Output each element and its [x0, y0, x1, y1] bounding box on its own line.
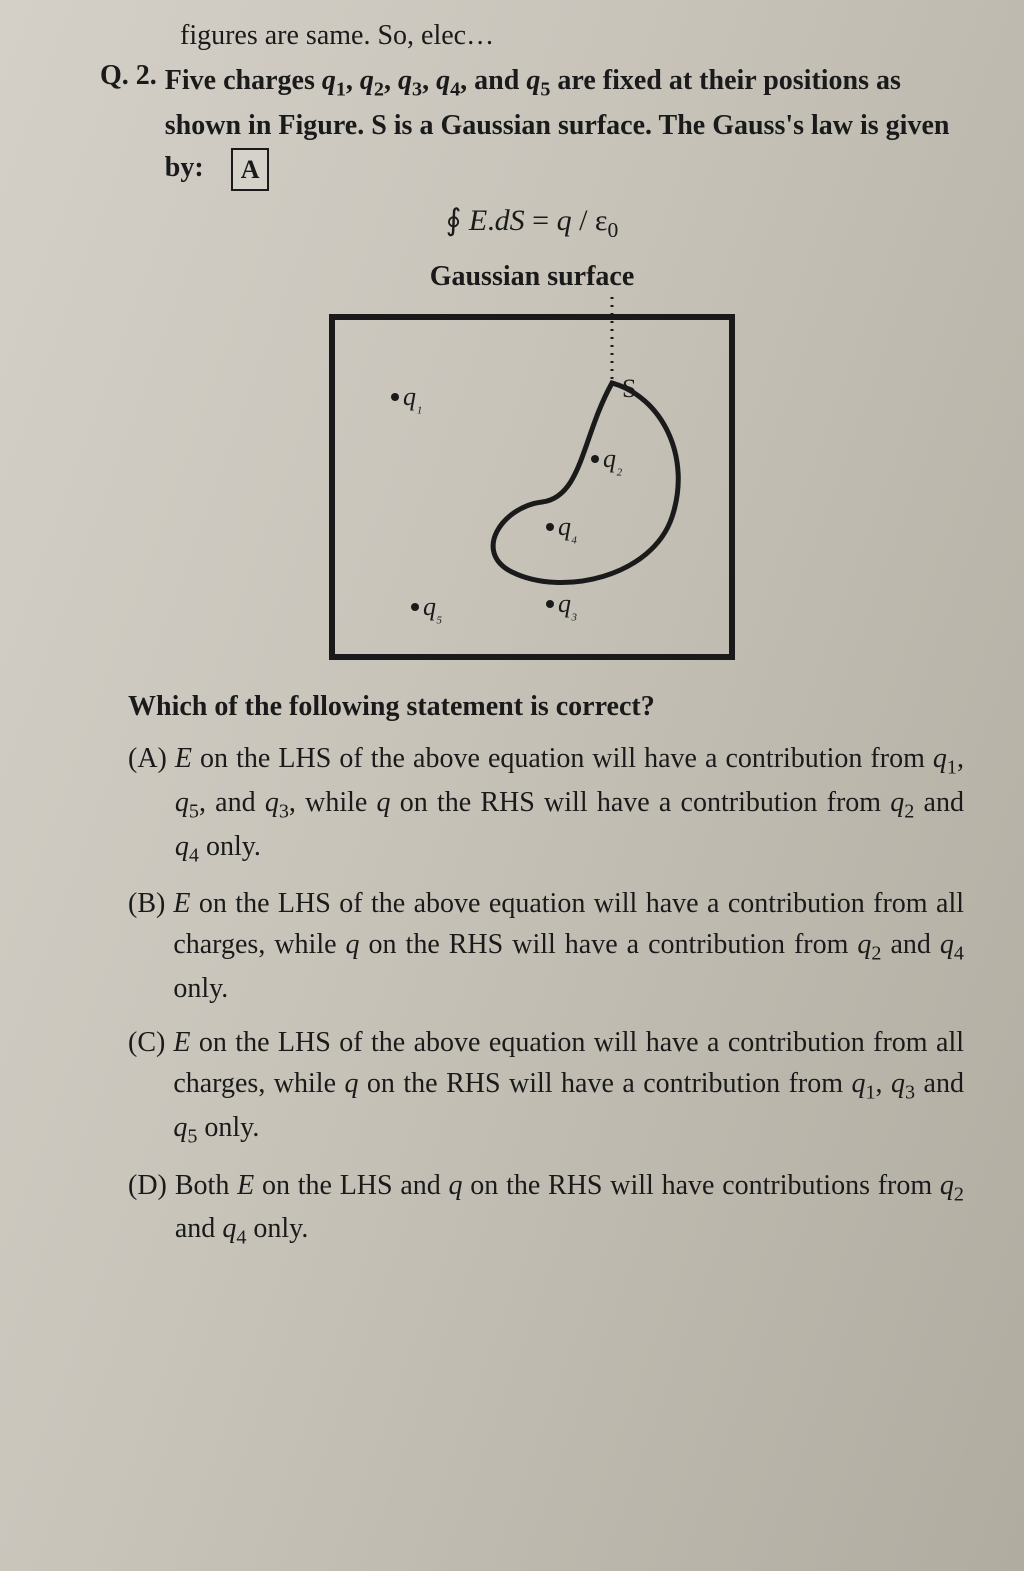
option-B: (B)E on the LHS of the above equation wi… — [128, 884, 964, 1009]
options-list: (A)E on the LHS of the above equation wi… — [128, 739, 964, 1253]
option-text: Both E on the LHS and q on the RHS will … — [175, 1166, 964, 1254]
option-C: (C)E on the LHS of the above equation wi… — [128, 1023, 964, 1151]
option-A: (A)E on the LHS of the above equation wi… — [128, 739, 964, 870]
top-fragment: figures are same. So, elec… — [180, 20, 964, 52]
svg-text:q₃: q₃ — [558, 589, 577, 621]
option-label: (D) — [128, 1166, 167, 1254]
option-label: (B) — [128, 884, 165, 1009]
svg-text:q₂: q₂ — [603, 444, 622, 476]
figure: Gaussian surface Sq₁ q₂ q₄ q₃ q₅ — [100, 261, 964, 667]
badge-A: A — [231, 148, 270, 191]
equation: ∮ E.dS = q / ε0 — [100, 203, 964, 243]
question-text-content: Five charges q1, q2, q3, q4, and q5 are … — [165, 65, 950, 183]
figure-title: Gaussian surface — [430, 261, 635, 293]
question-block: Q. 2. Five charges q1, q2, q3, q4, and q… — [100, 60, 964, 191]
sub-question: Which of the following statement is corr… — [128, 691, 964, 723]
svg-text:q₁: q₁ — [403, 382, 422, 414]
option-label: (A) — [128, 739, 167, 870]
svg-text:S: S — [622, 374, 636, 403]
option-text: E on the LHS of the above equation will … — [175, 739, 964, 870]
option-text: E on the LHS of the above equation will … — [173, 1023, 964, 1151]
option-text: E on the LHS of the above equation will … — [173, 884, 964, 1009]
figure-svg: Sq₁ q₂ q₄ q₃ q₅ — [322, 297, 742, 667]
svg-text:q₄: q₄ — [558, 512, 577, 544]
question-text: Five charges q1, q2, q3, q4, and q5 are … — [165, 60, 964, 191]
question-number: Q. 2. — [100, 60, 157, 191]
option-D: (D)Both E on the LHS and q on the RHS wi… — [128, 1166, 964, 1254]
option-label: (C) — [128, 1023, 165, 1151]
svg-text:q₅: q₅ — [423, 592, 442, 624]
